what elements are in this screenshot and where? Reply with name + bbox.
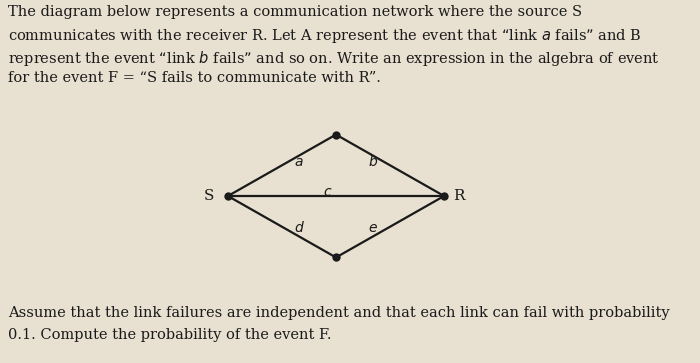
Text: communicates with the receiver R. Let A represent the event that “link $a$ fails: communicates with the receiver R. Let A … bbox=[8, 27, 642, 45]
Text: for the event F = “S fails to communicate with R”.: for the event F = “S fails to communicat… bbox=[8, 72, 381, 86]
Text: represent the event “link $b$ fails” and so on. Write an expression in the algeb: represent the event “link $b$ fails” and… bbox=[8, 49, 659, 68]
Text: 0.1. Compute the probability of the event F.: 0.1. Compute the probability of the even… bbox=[8, 328, 332, 342]
Text: Assume that the link failures are independent and that each link can fail with p: Assume that the link failures are indepe… bbox=[8, 306, 670, 320]
Text: R: R bbox=[454, 189, 465, 203]
Text: The diagram below represents a communication network where the source S: The diagram below represents a communica… bbox=[8, 5, 582, 19]
Text: $c$: $c$ bbox=[323, 185, 332, 199]
Text: $b$: $b$ bbox=[368, 154, 378, 169]
Text: $d$: $d$ bbox=[294, 220, 304, 236]
Text: $e$: $e$ bbox=[368, 221, 378, 235]
Text: S: S bbox=[203, 189, 214, 203]
Text: $a$: $a$ bbox=[295, 155, 304, 169]
